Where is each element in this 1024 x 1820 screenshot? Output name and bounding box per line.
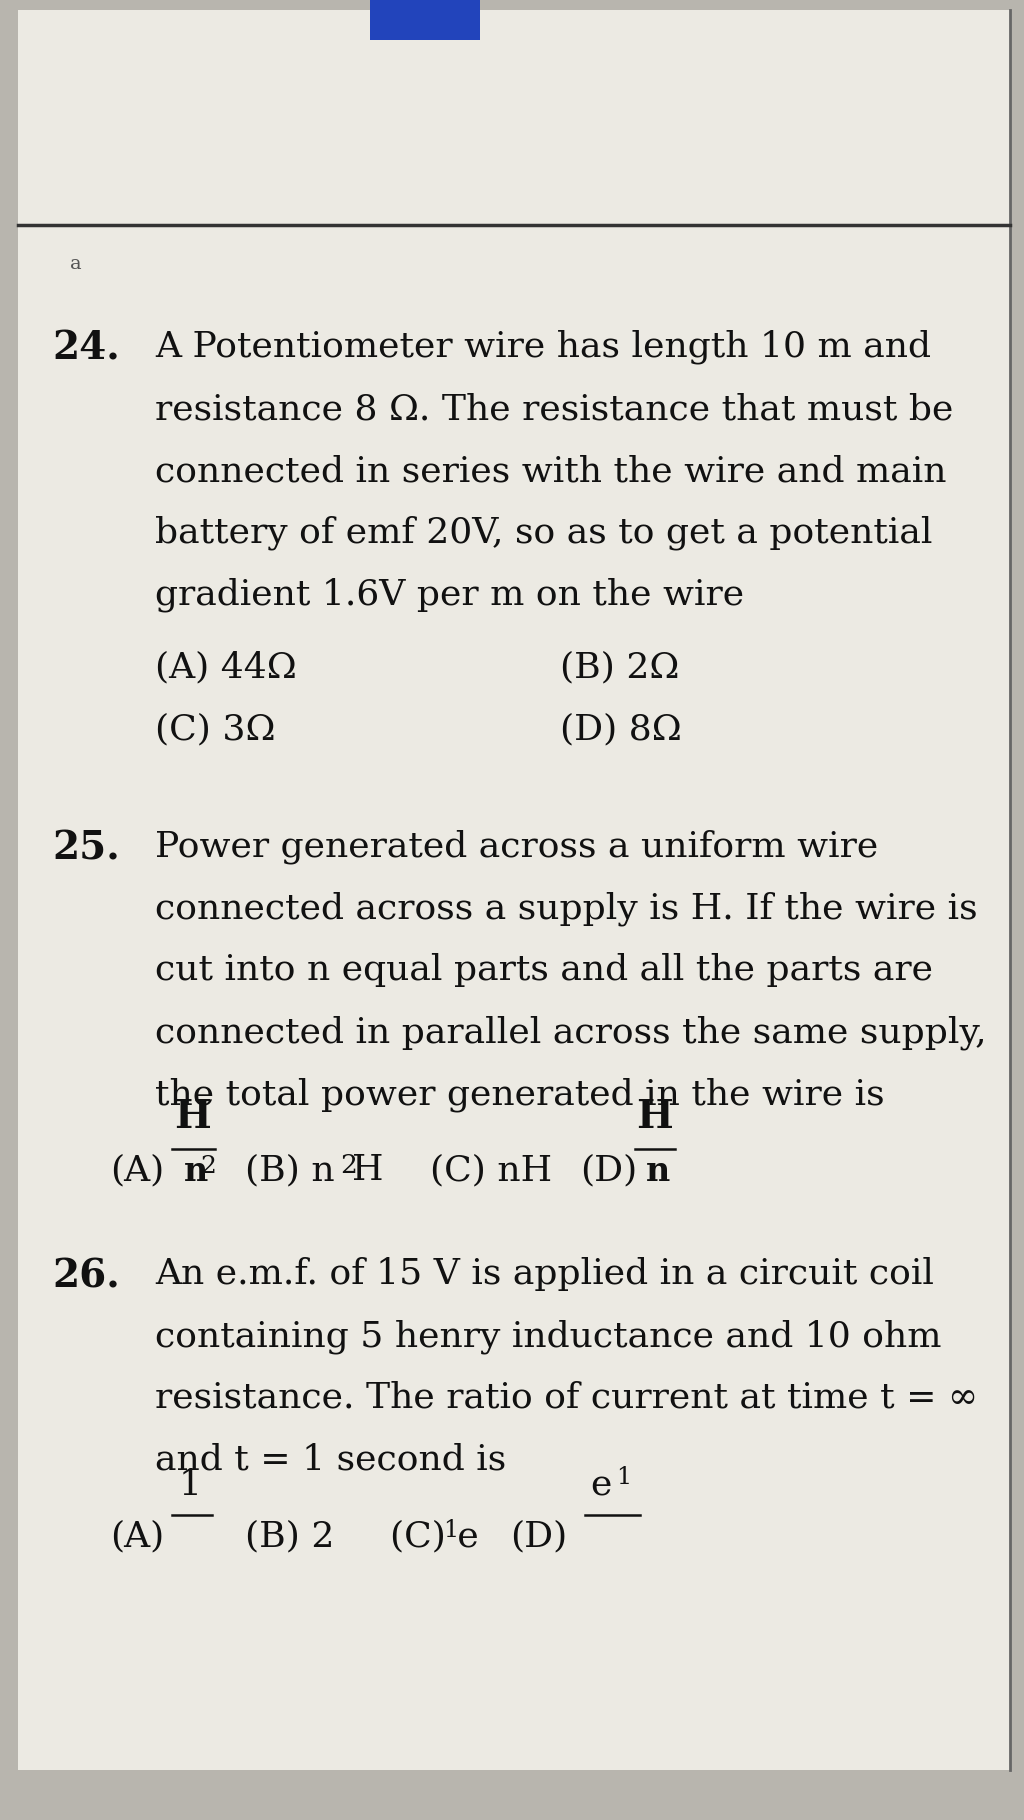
Text: 2: 2 <box>340 1154 357 1178</box>
Text: (D): (D) <box>580 1154 637 1187</box>
Text: 24.: 24. <box>52 329 120 368</box>
Text: A Potentiometer wire has length 10 m and: A Potentiometer wire has length 10 m and <box>155 329 931 364</box>
Text: (A): (A) <box>110 1154 164 1187</box>
Text: 1: 1 <box>178 1469 202 1501</box>
Text: n: n <box>646 1156 671 1188</box>
Text: a: a <box>70 255 82 273</box>
Text: (A): (A) <box>110 1520 164 1552</box>
Text: e: e <box>590 1469 611 1501</box>
Text: 26.: 26. <box>52 1258 120 1296</box>
Text: battery of emf 20V, so as to get a potential: battery of emf 20V, so as to get a poten… <box>155 517 933 550</box>
Text: 2: 2 <box>200 1156 216 1178</box>
Text: gradient 1.6V per m on the wire: gradient 1.6V per m on the wire <box>155 579 744 613</box>
Text: An e.m.f. of 15 V is applied in a circuit coil: An e.m.f. of 15 V is applied in a circui… <box>155 1258 934 1290</box>
Text: (C) 3Ω: (C) 3Ω <box>155 712 275 746</box>
FancyBboxPatch shape <box>370 0 480 40</box>
Text: H: H <box>352 1154 384 1187</box>
Text: (A) 44Ω: (A) 44Ω <box>155 650 297 684</box>
Text: and t = 1 second is: and t = 1 second is <box>155 1443 506 1478</box>
Text: resistance. The ratio of current at time t = ∞: resistance. The ratio of current at time… <box>155 1381 978 1414</box>
Text: 25.: 25. <box>52 828 120 866</box>
Text: the total power generated in the wire is: the total power generated in the wire is <box>155 1077 885 1112</box>
Text: connected in parallel across the same supply,: connected in parallel across the same su… <box>155 1016 987 1050</box>
FancyBboxPatch shape <box>18 9 1010 1771</box>
Text: connected in series with the wire and main: connected in series with the wire and ma… <box>155 453 946 488</box>
Text: H: H <box>174 1097 210 1136</box>
Text: 1: 1 <box>616 1465 631 1489</box>
Text: (B) n: (B) n <box>245 1154 335 1187</box>
Text: (B) 2Ω: (B) 2Ω <box>560 650 679 684</box>
Text: n: n <box>184 1156 208 1188</box>
Text: (D): (D) <box>510 1520 567 1552</box>
Text: 1: 1 <box>443 1520 458 1542</box>
Text: Power generated across a uniform wire: Power generated across a uniform wire <box>155 828 879 863</box>
Text: (D) 8Ω: (D) 8Ω <box>560 712 682 746</box>
Text: (C) e: (C) e <box>390 1520 479 1552</box>
Text: containing 5 henry inductance and 10 ohm: containing 5 henry inductance and 10 ohm <box>155 1320 941 1354</box>
Text: resistance 8 Ω. The resistance that must be: resistance 8 Ω. The resistance that must… <box>155 391 953 426</box>
Text: cut into n equal parts and all the parts are: cut into n equal parts and all the parts… <box>155 954 933 986</box>
Text: connected across a supply is H. If the wire is: connected across a supply is H. If the w… <box>155 892 978 926</box>
Text: (B) 2: (B) 2 <box>245 1520 335 1552</box>
Text: (C) nH: (C) nH <box>430 1154 552 1187</box>
Text: H: H <box>636 1097 673 1136</box>
